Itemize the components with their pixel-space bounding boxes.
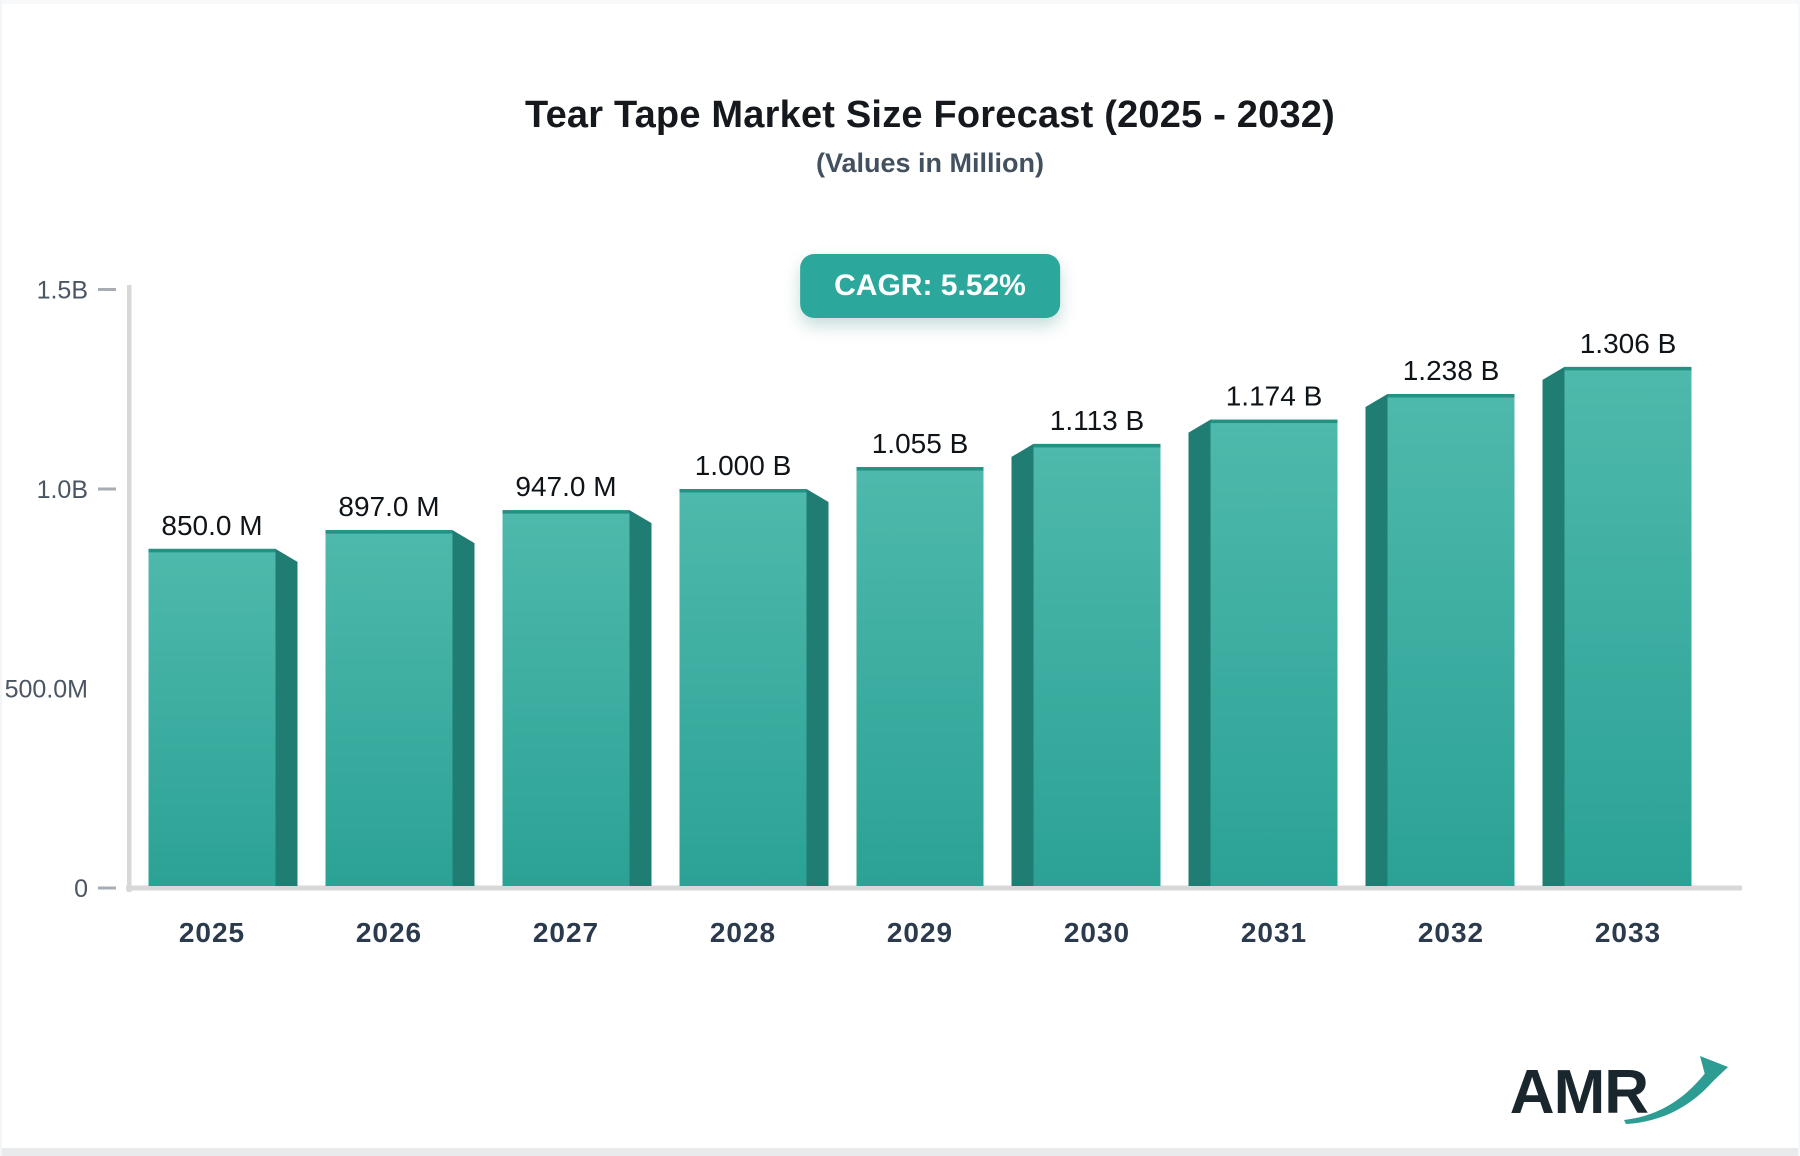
bar-value-label: 1.238 B bbox=[1403, 355, 1500, 386]
x-axis-label: 2026 bbox=[356, 917, 422, 948]
bar-top-edge bbox=[856, 467, 984, 471]
y-tick-label: 1.0B bbox=[37, 476, 88, 504]
x-axis-label: 2032 bbox=[1418, 917, 1484, 948]
bar-face bbox=[1564, 366, 1692, 886]
bar-side-face bbox=[275, 548, 298, 886]
bar-group-2025[interactable]: 850.0 M bbox=[148, 510, 298, 886]
bar-side-face bbox=[629, 510, 652, 886]
bottom-edge-strip bbox=[0, 1148, 1800, 1156]
x-axis-label: 2031 bbox=[1241, 917, 1307, 948]
bar-top-edge bbox=[1387, 394, 1515, 398]
bar-side-face bbox=[806, 489, 829, 886]
bar-value-label: 1.113 B bbox=[1050, 405, 1144, 436]
x-axis-label: 2030 bbox=[1064, 917, 1130, 948]
bar-value-label: 947.0 M bbox=[515, 471, 616, 502]
bar-top-edge bbox=[1564, 366, 1692, 371]
y-tick-dash bbox=[98, 288, 116, 291]
bar-face bbox=[679, 489, 807, 886]
x-axis-label: 2033 bbox=[1595, 917, 1661, 948]
y-tick-label: 1.5B bbox=[37, 277, 88, 305]
bar-top-edge bbox=[679, 489, 807, 493]
bar-group-2028[interactable]: 1.000 B bbox=[679, 450, 829, 886]
bar-top-edge bbox=[1033, 443, 1161, 448]
bar-side-face bbox=[1011, 443, 1034, 886]
bar-face bbox=[502, 510, 630, 886]
bar-face bbox=[1033, 443, 1161, 886]
bar-value-label: 850.0 M bbox=[161, 510, 262, 541]
bar-group-2030[interactable]: 1.113 B bbox=[1011, 405, 1161, 886]
x-axis-label: 2025 bbox=[179, 917, 245, 948]
x-axis-label: 2029 bbox=[887, 917, 953, 948]
bar-value-label: 1.306 B bbox=[1580, 328, 1677, 359]
bar-face bbox=[856, 467, 984, 886]
bar-face bbox=[1387, 394, 1515, 886]
bar-top-edge bbox=[502, 510, 630, 514]
bar-group-2027[interactable]: 947.0 M bbox=[502, 471, 652, 886]
bar-value-label: 1.000 B bbox=[695, 450, 792, 481]
page-title: Tear Tape Market Size Forecast (2025 - 2… bbox=[525, 94, 1335, 136]
left-edge-strip bbox=[0, 0, 2, 1156]
bar-face bbox=[1210, 419, 1338, 886]
bar-top-edge bbox=[1210, 419, 1338, 424]
bar-side-face bbox=[452, 530, 475, 886]
bar-value-label: 1.055 B bbox=[872, 428, 969, 459]
page-subtitle: (Values in Million) bbox=[815, 148, 1045, 178]
right-edge-strip bbox=[1798, 0, 1800, 1156]
bar-top-edge bbox=[325, 530, 453, 534]
bar-group-2031[interactable]: 1.174 B bbox=[1188, 381, 1338, 886]
x-axis-line bbox=[126, 885, 1742, 891]
x-axis-label: 2028 bbox=[710, 917, 776, 948]
amr-logo-text: AMR bbox=[1509, 1058, 1649, 1127]
bar-face bbox=[148, 548, 276, 886]
cagr-badge: CAGR: 5.52% bbox=[800, 254, 1060, 318]
bar-group-2029[interactable]: 1.055 B bbox=[856, 428, 984, 886]
bar-side-face bbox=[1542, 366, 1565, 886]
bar-side-face bbox=[1188, 419, 1211, 886]
top-edge-strip bbox=[0, 0, 1800, 4]
growth-arrow-icon bbox=[1624, 1056, 1728, 1124]
bar-group-2032[interactable]: 1.238 B bbox=[1365, 355, 1515, 886]
bar-top-edge bbox=[148, 548, 276, 553]
x-axis-label: 2027 bbox=[533, 917, 599, 948]
y-tick-dash bbox=[98, 487, 116, 491]
amr-logo[interactable]: AMR bbox=[1509, 1056, 1734, 1130]
y-axis-line bbox=[127, 285, 132, 892]
bar-group-2026[interactable]: 897.0 M bbox=[325, 491, 475, 886]
bar-value-label: 1.174 B bbox=[1226, 381, 1323, 412]
bar-value-label: 897.0 M bbox=[338, 491, 439, 522]
bar-side-face bbox=[1365, 394, 1388, 886]
y-tick-label: 500.0M bbox=[5, 676, 88, 704]
y-tick-dash bbox=[98, 886, 116, 890]
bar-group-2033[interactable]: 1.306 B bbox=[1542, 328, 1692, 886]
y-tick-label: 0 bbox=[74, 875, 88, 903]
bar-face bbox=[325, 530, 453, 886]
